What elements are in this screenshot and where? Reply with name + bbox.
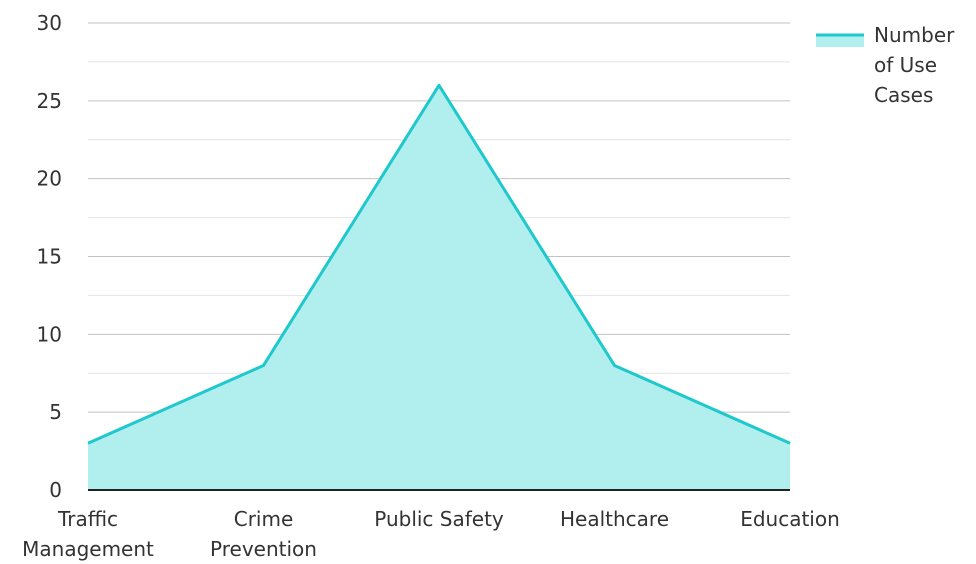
x-tick-label: Traffic Management — [22, 507, 154, 561]
y-axis-tick-labels: 0 5 10 15 20 25 30 — [37, 11, 62, 502]
x-tick-label: Public Safety — [374, 507, 504, 531]
series-area-fill — [88, 85, 790, 491]
y-tick-label: 5 — [49, 400, 62, 424]
y-tick-label: 20 — [37, 167, 62, 191]
legend: Number of Use Cases — [816, 23, 955, 107]
y-tick-label: 30 — [37, 11, 62, 35]
series-area-layer — [87, 83, 791, 491]
y-tick-label: 15 — [37, 245, 62, 269]
legend-label: Number of Use Cases — [874, 23, 955, 107]
y-tick-label: 10 — [37, 322, 62, 346]
x-tick-label: Crime Prevention — [210, 507, 317, 561]
y-tick-label: 0 — [49, 478, 62, 502]
y-tick-label: 25 — [37, 89, 62, 113]
x-tick-label: Healthcare — [560, 507, 669, 531]
x-axis-tick-labels: Traffic Management Crime Prevention Public S… — [22, 507, 840, 561]
legend-swatch-fill — [816, 35, 864, 47]
x-tick-label: Education — [740, 507, 840, 531]
